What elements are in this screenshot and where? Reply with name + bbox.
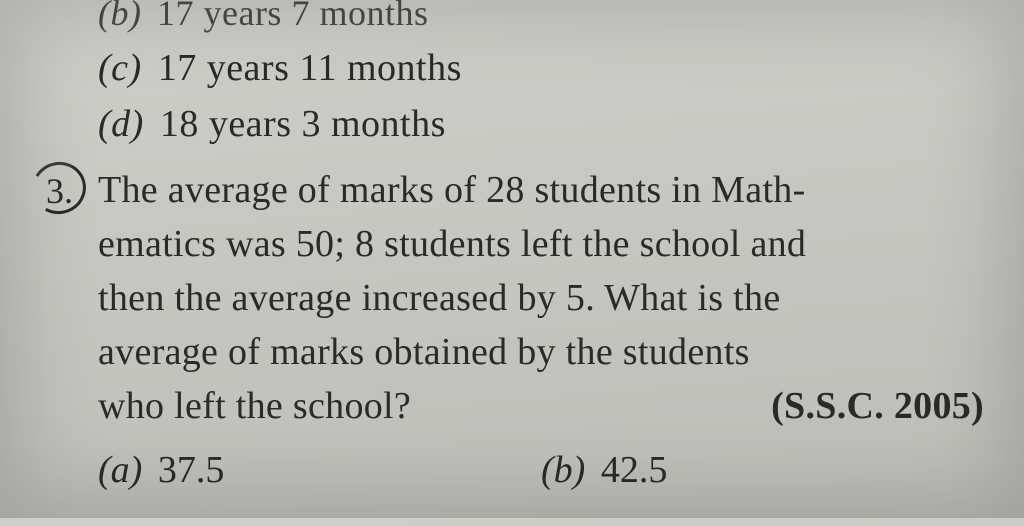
option-text: 18 years 3 months bbox=[160, 103, 446, 145]
option-letter: (d) bbox=[98, 103, 144, 145]
option-letter: (c) bbox=[98, 47, 142, 89]
option-text: 17 years 11 months bbox=[158, 47, 462, 89]
option-letter: (a) bbox=[98, 449, 142, 491]
question-text: The average of marks of 28 students in M… bbox=[98, 164, 984, 434]
option-text: 17 years 7 months bbox=[157, 0, 428, 33]
option-value: 42.5 bbox=[601, 449, 668, 491]
option-value: 37.5 bbox=[158, 449, 225, 491]
answer-option-b: (b) 42.5 bbox=[541, 448, 984, 492]
option-c: (c) 17 years 11 months bbox=[40, 46, 984, 90]
answer-options-row: (a) 37.5 (b) 42.5 bbox=[40, 448, 984, 492]
question-line-1: The average of marks of 28 students in M… bbox=[98, 169, 806, 211]
option-letter: (b) bbox=[541, 449, 585, 491]
question-line-3: then the average increased by 5. What is… bbox=[98, 277, 781, 319]
question-number-marker: 3. bbox=[32, 164, 88, 220]
question-line-4: average of marks obtained by the student… bbox=[98, 331, 750, 373]
exam-page: (b) 17 years 7 months (c) 17 years 11 mo… bbox=[0, 0, 1024, 492]
option-d: (d) 18 years 3 months bbox=[40, 102, 984, 146]
partial-option-b: (b) 17 years 7 months bbox=[40, 0, 984, 34]
question-number: 3. bbox=[46, 170, 73, 212]
answer-option-a: (a) 37.5 bbox=[98, 448, 541, 492]
source-reference: (S.S.C. 2005) bbox=[771, 380, 984, 434]
question-3: 3. The average of marks of 28 students i… bbox=[40, 164, 984, 434]
question-line-2: ematics was 50; 8 students left the scho… bbox=[98, 223, 806, 265]
option-letter: (b) bbox=[98, 0, 141, 33]
question-line-5: who left the school? bbox=[98, 385, 411, 427]
